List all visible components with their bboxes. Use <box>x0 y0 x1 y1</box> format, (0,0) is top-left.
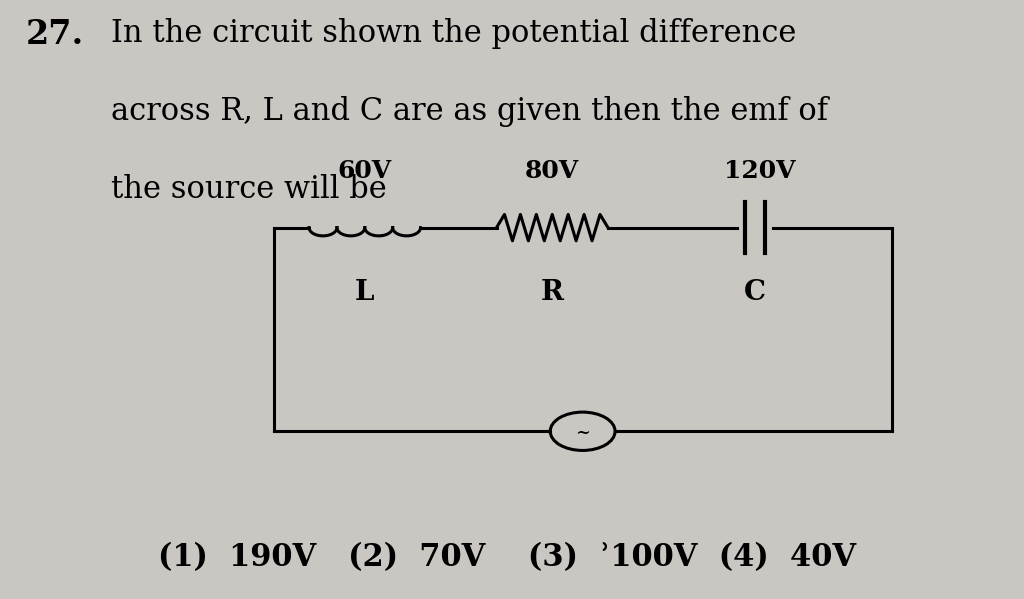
Text: the source will be: the source will be <box>112 174 387 205</box>
Text: across R, L and C are as given then the emf of: across R, L and C are as given then the … <box>112 96 828 127</box>
Text: 120V: 120V <box>724 159 796 183</box>
Text: (1)  190V   (2)  70V    (3)  ʾ100V  (4)  40V: (1) 190V (2) 70V (3) ʾ100V (4) 40V <box>158 541 856 573</box>
Text: In the circuit shown the potential difference: In the circuit shown the potential diffe… <box>112 18 797 49</box>
Text: 27.: 27. <box>26 18 84 51</box>
Text: ~: ~ <box>575 424 590 442</box>
Text: 80V: 80V <box>525 159 580 183</box>
Text: R: R <box>541 279 564 305</box>
Text: C: C <box>743 279 766 305</box>
Text: L: L <box>355 279 375 305</box>
Text: 60V: 60V <box>338 159 392 183</box>
